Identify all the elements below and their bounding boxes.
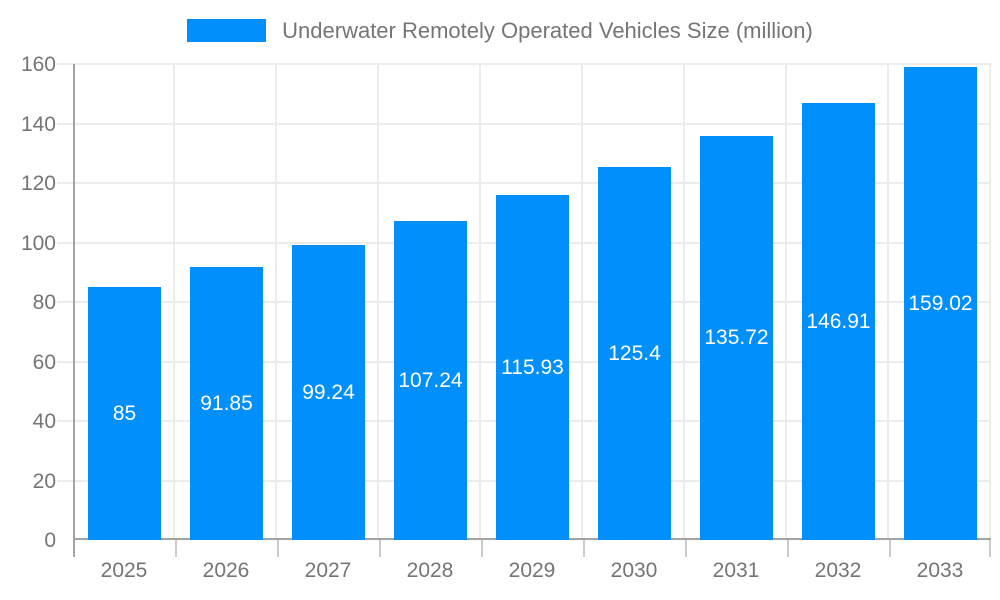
y-gridline [57,123,991,125]
x-tick [481,540,483,557]
x-tick-label: 2032 [814,559,862,582]
x-gridline [989,64,991,540]
y-tick-label: 140 [20,113,56,136]
x-tick [277,540,279,557]
x-gridline [479,64,481,540]
x-tick [685,540,687,557]
bar-2028[interactable] [394,221,467,540]
legend-swatch [187,18,267,42]
bar-value: 135.72 [704,326,769,349]
x-tick-label: 2030 [610,559,658,582]
x-tick [583,540,585,557]
x-tick-label: 2025 [100,559,148,582]
bar-value: 115.93 [501,356,564,379]
y-tick-label: 60 [32,351,56,374]
x-tick-label: 2031 [712,559,760,582]
y-gridline [57,182,991,184]
y-axis-line [73,64,75,557]
x-gridline [581,64,583,540]
bar-2033[interactable] [904,67,977,540]
bar-2032[interactable] [802,103,875,540]
y-gridline [57,63,991,65]
x-gridline [683,64,685,540]
x-axis: 2025 2026 2027 2028 2029 2030 2031 2032 2033 [73,556,991,586]
bar-2031[interactable] [700,136,773,540]
x-tick-label: 2033 [916,559,964,582]
chart-legend[interactable]: Underwater Remotely Operated Vehicles Si… [0,10,1000,50]
x-tick-label: 2028 [406,559,454,582]
bar-value: 85 [112,402,137,425]
bar-2030[interactable] [598,167,671,540]
bar-value: 107.24 [398,369,463,392]
bar-2025[interactable] [88,287,161,540]
y-tick-label: 100 [20,232,56,255]
y-tick-label: 80 [32,291,56,314]
y-tick-label: 0 [44,529,56,552]
y-tick-label: 40 [32,410,56,433]
bar-value: 91.85 [200,392,253,415]
plot-area: 85 91.85 99.24 107.24 115.93 125.4 135.72 146.9… [57,63,991,557]
x-tick [889,540,891,557]
chart-title: Underwater Remotely Operated Vehicles Si… [282,17,813,43]
bar-2026[interactable] [190,267,263,540]
y-axis: 0 20 40 60 80 100 120 140 160 [0,53,56,552]
y-tick-label: 20 [32,470,56,493]
y-tick-label: 120 [20,172,56,195]
bar-value: 146.91 [806,310,871,333]
x-tick [175,540,177,557]
x-tick [787,540,789,557]
x-gridline [785,64,787,540]
x-tick-label: 2026 [202,559,250,582]
bar-2029[interactable] [496,195,569,540]
bar-2027[interactable] [292,245,365,540]
x-tick [379,540,381,557]
x-gridline [887,64,889,540]
x-gridline [275,64,277,540]
x-tick [989,540,991,557]
x-tick-label: 2029 [508,559,556,582]
x-gridline [377,64,379,540]
bar-value: 99.24 [302,381,355,404]
x-tick-label: 2027 [304,559,352,582]
x-gridline [173,64,175,540]
y-tick-label: 160 [20,53,56,76]
bar-value: 159.02 [908,292,973,315]
bar-value: 125.4 [608,342,661,365]
